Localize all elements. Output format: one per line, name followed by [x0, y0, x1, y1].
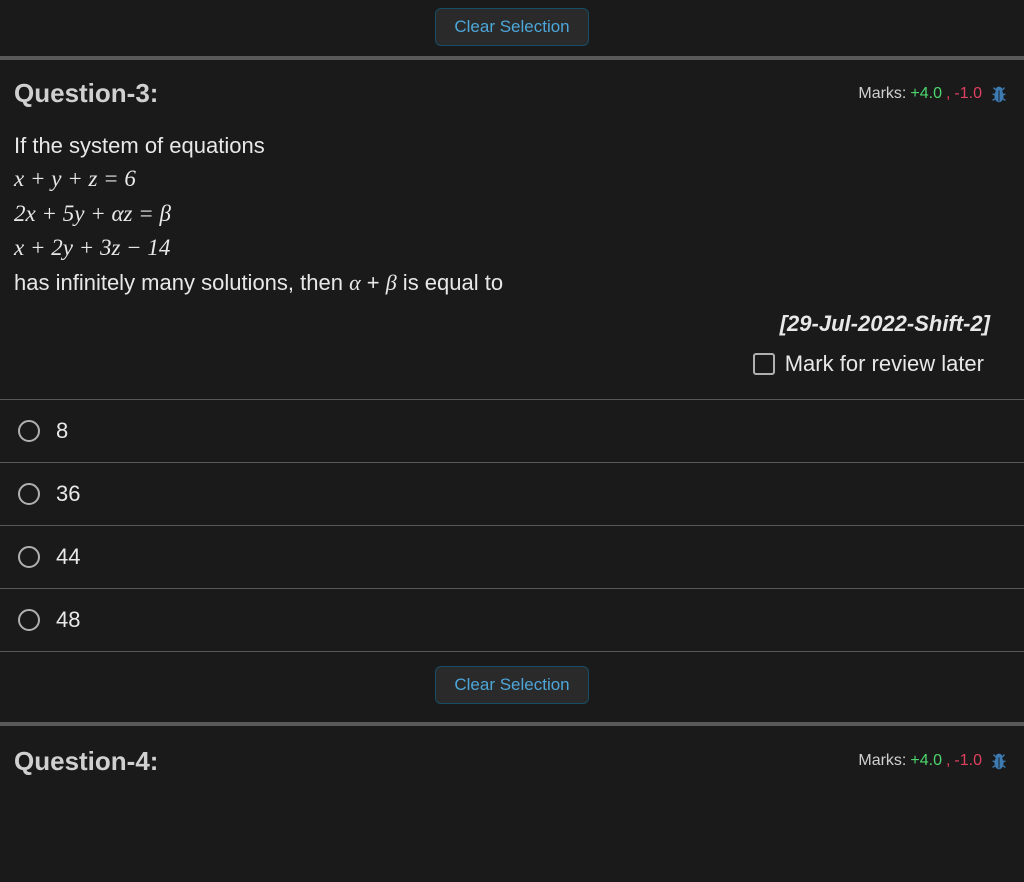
- option-row-2[interactable]: 44: [0, 526, 1024, 589]
- marks-container: Marks: +4.0,-1.0: [858, 83, 1010, 105]
- top-clear-wrapper: Clear Selection: [0, 8, 1024, 46]
- question-header-4: Question-4: Marks: +4.0,-1.0: [14, 746, 1010, 777]
- question-title-4: Question-4:: [14, 746, 158, 777]
- question-body: If the system of equations x + y + z = 6…: [14, 129, 1010, 299]
- marks-label: Marks:: [858, 752, 906, 770]
- option-label: 36: [56, 481, 80, 507]
- bottom-clear-wrapper: Clear Selection: [0, 652, 1024, 722]
- mark-review-checkbox[interactable]: [753, 353, 775, 375]
- option-row-3[interactable]: 48: [0, 589, 1024, 652]
- marks-negative: -1.0: [954, 752, 982, 770]
- option-row-0[interactable]: 8: [0, 399, 1024, 463]
- equation-1: x + y + z = 6: [14, 162, 1010, 197]
- marks-container-4: Marks: +4.0,-1.0: [858, 750, 1010, 772]
- option-row-1[interactable]: 36: [0, 463, 1024, 526]
- option-label: 48: [56, 607, 80, 633]
- marks-separator: ,: [946, 85, 950, 103]
- question-title: Question-3:: [14, 78, 158, 109]
- bug-icon[interactable]: [988, 750, 1010, 772]
- marks-label: Marks:: [858, 85, 906, 103]
- marks-positive: +4.0: [910, 752, 942, 770]
- source-label: [29-Jul-2022-Shift-2]: [14, 311, 1010, 337]
- equation-2: 2x + 5y + αz = β: [14, 197, 1010, 232]
- radio-button[interactable]: [18, 546, 40, 568]
- body-intro: If the system of equations: [14, 129, 1010, 162]
- options-list: 8 36 44 48: [0, 399, 1024, 652]
- body-outro: has infinitely many solutions, then α + …: [14, 266, 1010, 299]
- mark-review-row: Mark for review later: [14, 351, 1010, 377]
- marks-separator: ,: [946, 752, 950, 770]
- option-label: 44: [56, 544, 80, 570]
- clear-selection-button-top[interactable]: Clear Selection: [435, 8, 588, 46]
- radio-button[interactable]: [18, 483, 40, 505]
- question-4-block: Question-4: Marks: +4.0,-1.0: [0, 726, 1024, 805]
- clear-selection-button-bottom[interactable]: Clear Selection: [435, 666, 588, 704]
- marks-negative: -1.0: [954, 85, 982, 103]
- radio-button[interactable]: [18, 420, 40, 442]
- equation-3: x + 2y + 3z − 14: [14, 231, 1010, 266]
- option-label: 8: [56, 418, 68, 444]
- marks-positive: +4.0: [910, 85, 942, 103]
- mark-review-label: Mark for review later: [785, 351, 984, 377]
- bug-icon[interactable]: [988, 83, 1010, 105]
- question-header: Question-3: Marks: +4.0,-1.0: [14, 78, 1010, 109]
- radio-button[interactable]: [18, 609, 40, 631]
- question-3-block: Question-3: Marks: +4.0,-1.0 If the syst…: [0, 60, 1024, 399]
